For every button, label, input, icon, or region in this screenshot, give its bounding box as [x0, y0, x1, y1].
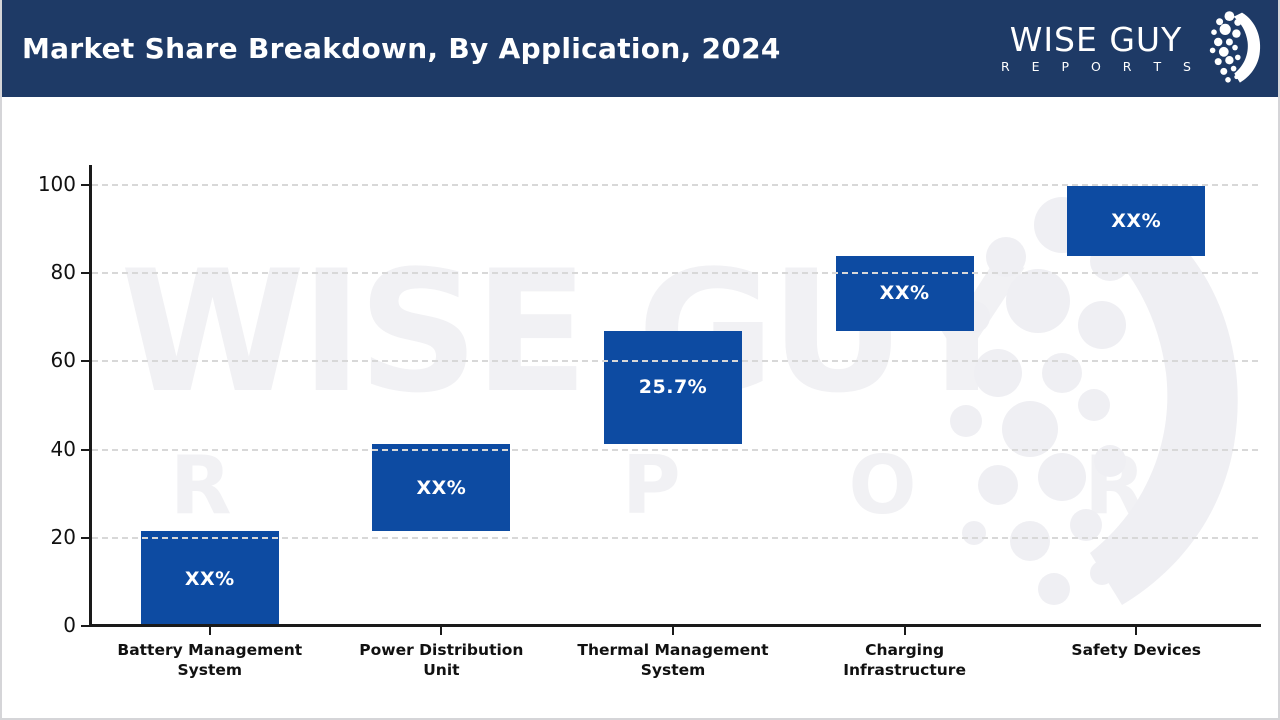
- logo-name-text: WISE GUY: [1009, 20, 1183, 59]
- x-tick-4: [1135, 627, 1138, 635]
- wiseguy-logo-text: WISE GUY R E P O R T S: [992, 23, 1200, 74]
- category-label-4: Safety Devices: [1071, 641, 1201, 659]
- bar-power-distribution-unit: XX%: [372, 443, 511, 532]
- bar-charging-infrastructure: XX%: [835, 255, 974, 331]
- logo-subtitle-text: R E P O R T S: [1000, 59, 1200, 74]
- bar-battery-management-system: XX%: [140, 531, 279, 626]
- page-title: Market Share Breakdown, By Application, …: [22, 32, 781, 65]
- y-tick-80: [81, 272, 89, 275]
- category-label-0: Battery Management System: [117, 641, 303, 680]
- bar-value-label: XX%: [1111, 209, 1162, 232]
- y-tick-label-20: 20: [50, 524, 76, 549]
- y-tick-0: [81, 625, 89, 627]
- y-tick-label-60: 60: [50, 348, 76, 373]
- gridline-40: [92, 448, 1258, 451]
- x-axis-line: [89, 624, 1261, 627]
- x-tick-0: [208, 627, 211, 635]
- gridline-20: [92, 536, 1258, 539]
- y-tick-60: [81, 360, 89, 363]
- y-tick-20: [81, 536, 89, 539]
- y-tick-label-40: 40: [50, 436, 76, 461]
- x-tick-2: [672, 627, 674, 635]
- bar-value-label: XX%: [879, 282, 930, 305]
- y-tick-label-0: 0: [63, 613, 76, 637]
- y-tick-100: [81, 184, 89, 186]
- header-bar: Market Share Breakdown, By Application, …: [2, 0, 1278, 97]
- bar-thermal-management-system: 25.7%: [604, 330, 742, 444]
- gridline-80: [92, 272, 1258, 275]
- bar-safety-devices: XX%: [1067, 186, 1206, 256]
- x-tick-1: [440, 627, 443, 635]
- y-tick-40: [81, 448, 89, 451]
- category-label-1: Power Distribution Unit: [359, 641, 524, 680]
- y-axis-line: [89, 165, 92, 627]
- y-tick-label-80: 80: [50, 260, 76, 285]
- gridline-100: [92, 184, 1258, 186]
- gridline-60: [92, 360, 1258, 363]
- category-label-3: Charging Infrastructure: [843, 641, 966, 680]
- wiseguy-logo: WISE GUY R E P O R T S: [992, 7, 1266, 91]
- bar-value-label: XX%: [416, 476, 467, 499]
- bar-value-label: XX%: [184, 567, 235, 590]
- category-label-2: Thermal Management System: [577, 641, 769, 680]
- y-tick-label-100: 100: [37, 172, 76, 196]
- wiseguy-head-icon: [1209, 10, 1261, 83]
- x-tick-3: [903, 627, 906, 635]
- bar-value-label: 25.7%: [638, 376, 708, 399]
